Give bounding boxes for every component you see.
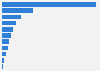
Bar (2, 27, 13, 32)
Bar (2, 58, 4, 63)
Bar (2, 52, 6, 56)
Bar (2, 21, 16, 25)
Bar (2, 64, 3, 69)
Bar (2, 15, 21, 19)
Bar (2, 39, 9, 44)
Bar (2, 8, 33, 13)
Bar (2, 46, 8, 50)
Bar (2, 33, 11, 38)
Bar (2, 2, 96, 7)
